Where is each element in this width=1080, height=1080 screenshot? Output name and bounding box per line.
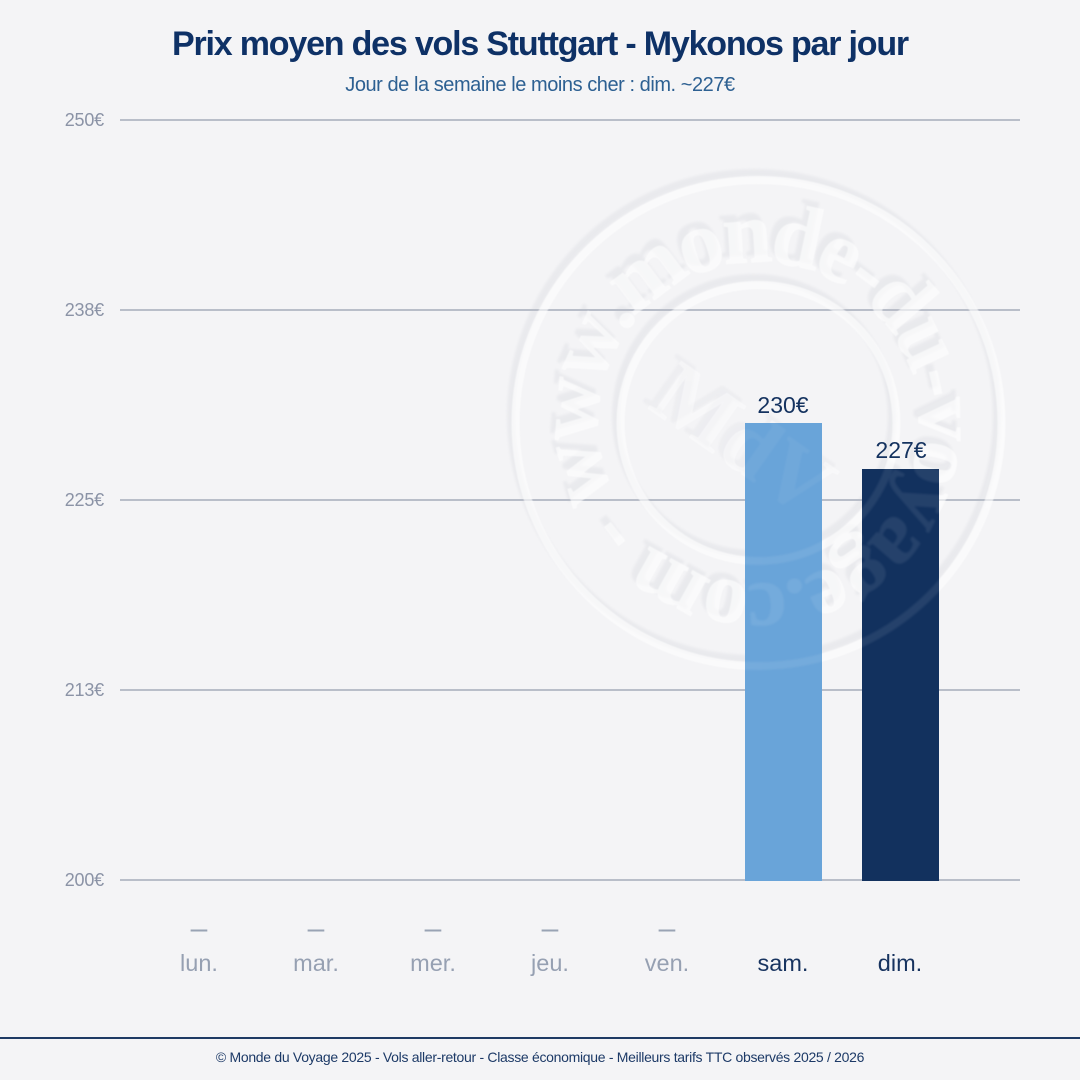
- svg-text:n: n: [720, 184, 775, 284]
- svg-text:m: m: [611, 528, 722, 648]
- svg-text:w: w: [521, 431, 632, 519]
- svg-text:o: o: [663, 190, 735, 296]
- svg-text:u: u: [876, 299, 985, 385]
- svg-text:m: m: [611, 528, 722, 648]
- svg-text:d: d: [764, 185, 832, 290]
- svg-text:d: d: [759, 178, 827, 283]
- svg-text:w: w: [521, 431, 632, 519]
- svg-text:v: v: [899, 396, 997, 442]
- svg-text:m: m: [582, 204, 699, 326]
- svg-text:-: -: [561, 497, 656, 579]
- svg-text:d: d: [764, 185, 832, 290]
- svg-text:.: .: [560, 261, 650, 338]
- svg-text:v: v: [899, 396, 997, 442]
- svg-text:d: d: [849, 249, 954, 349]
- svg-text:o: o: [659, 183, 731, 289]
- svg-text:-: -: [557, 490, 652, 572]
- svg-text:d: d: [845, 242, 950, 342]
- svg-text:-: -: [893, 356, 994, 406]
- svg-text:u: u: [876, 299, 985, 385]
- svg-text:w: w: [519, 373, 621, 444]
- svg-text:w: w: [524, 288, 639, 386]
- svg-text:e: e: [803, 201, 881, 305]
- svg-text:-: -: [831, 224, 913, 319]
- svg-text:.: .: [564, 268, 654, 345]
- svg-text:-: -: [888, 349, 989, 399]
- svg-text:m: m: [606, 521, 717, 641]
- svg-text:o: o: [663, 190, 735, 296]
- svg-text:-: -: [561, 497, 656, 579]
- svg-text:n: n: [720, 184, 775, 284]
- svg-text:m: m: [586, 211, 703, 333]
- svg-text:-: -: [893, 356, 994, 406]
- svg-text:w: w: [519, 373, 621, 444]
- svg-text:-: -: [827, 217, 909, 312]
- svg-text:w: w: [514, 366, 616, 437]
- svg-text:u: u: [871, 292, 980, 378]
- svg-text:o: o: [689, 551, 750, 654]
- svg-text:e: e: [798, 194, 876, 298]
- svg-text:v: v: [895, 389, 993, 435]
- svg-text:-: -: [831, 224, 913, 319]
- svg-text:.: .: [564, 268, 654, 345]
- svg-text:d: d: [849, 249, 954, 349]
- svg-text:e: e: [803, 201, 881, 305]
- svg-text:n: n: [715, 177, 770, 277]
- svg-text:m: m: [586, 211, 703, 333]
